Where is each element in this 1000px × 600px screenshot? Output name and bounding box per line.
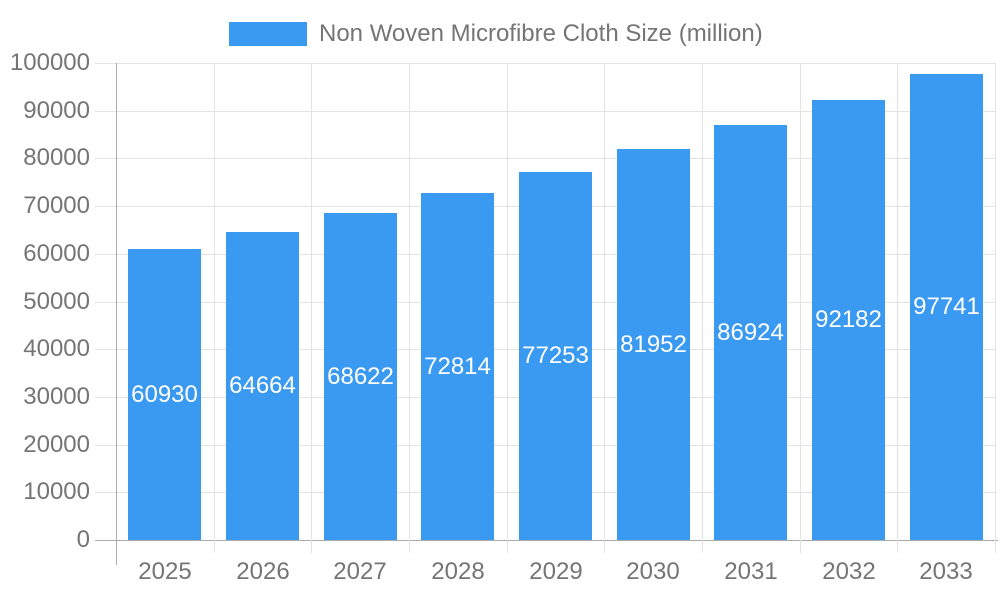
y-tick-label: 90000 bbox=[23, 97, 90, 124]
y-gridline bbox=[95, 111, 995, 112]
x-tick-label: 2033 bbox=[919, 558, 973, 585]
x-axis-line bbox=[95, 540, 998, 541]
bar[interactable]: 92182 bbox=[812, 100, 885, 540]
bar[interactable]: 81952 bbox=[617, 149, 690, 540]
y-tick-label: 80000 bbox=[23, 144, 90, 171]
x-tick-label: 2028 bbox=[431, 558, 485, 585]
bar[interactable]: 77253 bbox=[519, 172, 592, 540]
x-gridline bbox=[311, 63, 312, 553]
y-tick-label: 60000 bbox=[23, 240, 90, 267]
bar[interactable]: 97741 bbox=[910, 74, 983, 540]
y-axis-line bbox=[116, 63, 117, 565]
bar-value-label: 64664 bbox=[229, 372, 296, 399]
bar-value-label: 86924 bbox=[717, 319, 784, 346]
x-tick-label: 2025 bbox=[138, 558, 192, 585]
y-tick-label: 40000 bbox=[23, 335, 90, 362]
bar-value-label: 97741 bbox=[913, 293, 980, 320]
x-gridline bbox=[507, 63, 508, 553]
y-tick-label: 30000 bbox=[23, 383, 90, 410]
bar-value-label: 77253 bbox=[522, 342, 589, 369]
x-gridline bbox=[604, 63, 605, 553]
x-tick-label: 2026 bbox=[236, 558, 290, 585]
bar-value-label: 68622 bbox=[327, 363, 394, 390]
x-tick-label: 2029 bbox=[529, 558, 583, 585]
x-gridline bbox=[702, 63, 703, 553]
x-gridline bbox=[995, 63, 996, 553]
bar[interactable]: 60930 bbox=[128, 249, 201, 540]
y-tick-label: 0 bbox=[76, 526, 90, 553]
bar[interactable]: 72814 bbox=[421, 193, 494, 540]
bar[interactable]: 64664 bbox=[226, 232, 299, 540]
x-tick-label: 2032 bbox=[822, 558, 876, 585]
x-gridline bbox=[214, 63, 215, 553]
y-tick-label: 10000 bbox=[23, 478, 90, 505]
bar[interactable]: 68622 bbox=[324, 213, 397, 540]
y-tick-label: 70000 bbox=[23, 192, 90, 219]
y-tick-label: 50000 bbox=[23, 288, 90, 315]
x-tick-label: 2031 bbox=[724, 558, 778, 585]
y-gridline bbox=[95, 63, 995, 64]
bar-value-label: 92182 bbox=[815, 306, 882, 333]
legend-label: Non Woven Microfibre Cloth Size (million… bbox=[319, 20, 763, 47]
legend-swatch bbox=[229, 22, 307, 46]
bar-value-label: 72814 bbox=[424, 353, 491, 380]
bar-value-label: 81952 bbox=[620, 331, 687, 358]
x-gridline bbox=[409, 63, 410, 553]
bar[interactable]: 86924 bbox=[714, 125, 787, 540]
legend-item[interactable]: Non Woven Microfibre Cloth Size (million… bbox=[229, 20, 763, 47]
x-gridline bbox=[897, 63, 898, 553]
x-gridline bbox=[800, 63, 801, 553]
y-gridline bbox=[95, 158, 995, 159]
x-tick-label: 2030 bbox=[626, 558, 680, 585]
x-tick-label: 2027 bbox=[333, 558, 387, 585]
y-tick-label: 20000 bbox=[23, 431, 90, 458]
y-tick-label: 100000 bbox=[9, 49, 90, 76]
bar-value-label: 60930 bbox=[131, 381, 198, 408]
